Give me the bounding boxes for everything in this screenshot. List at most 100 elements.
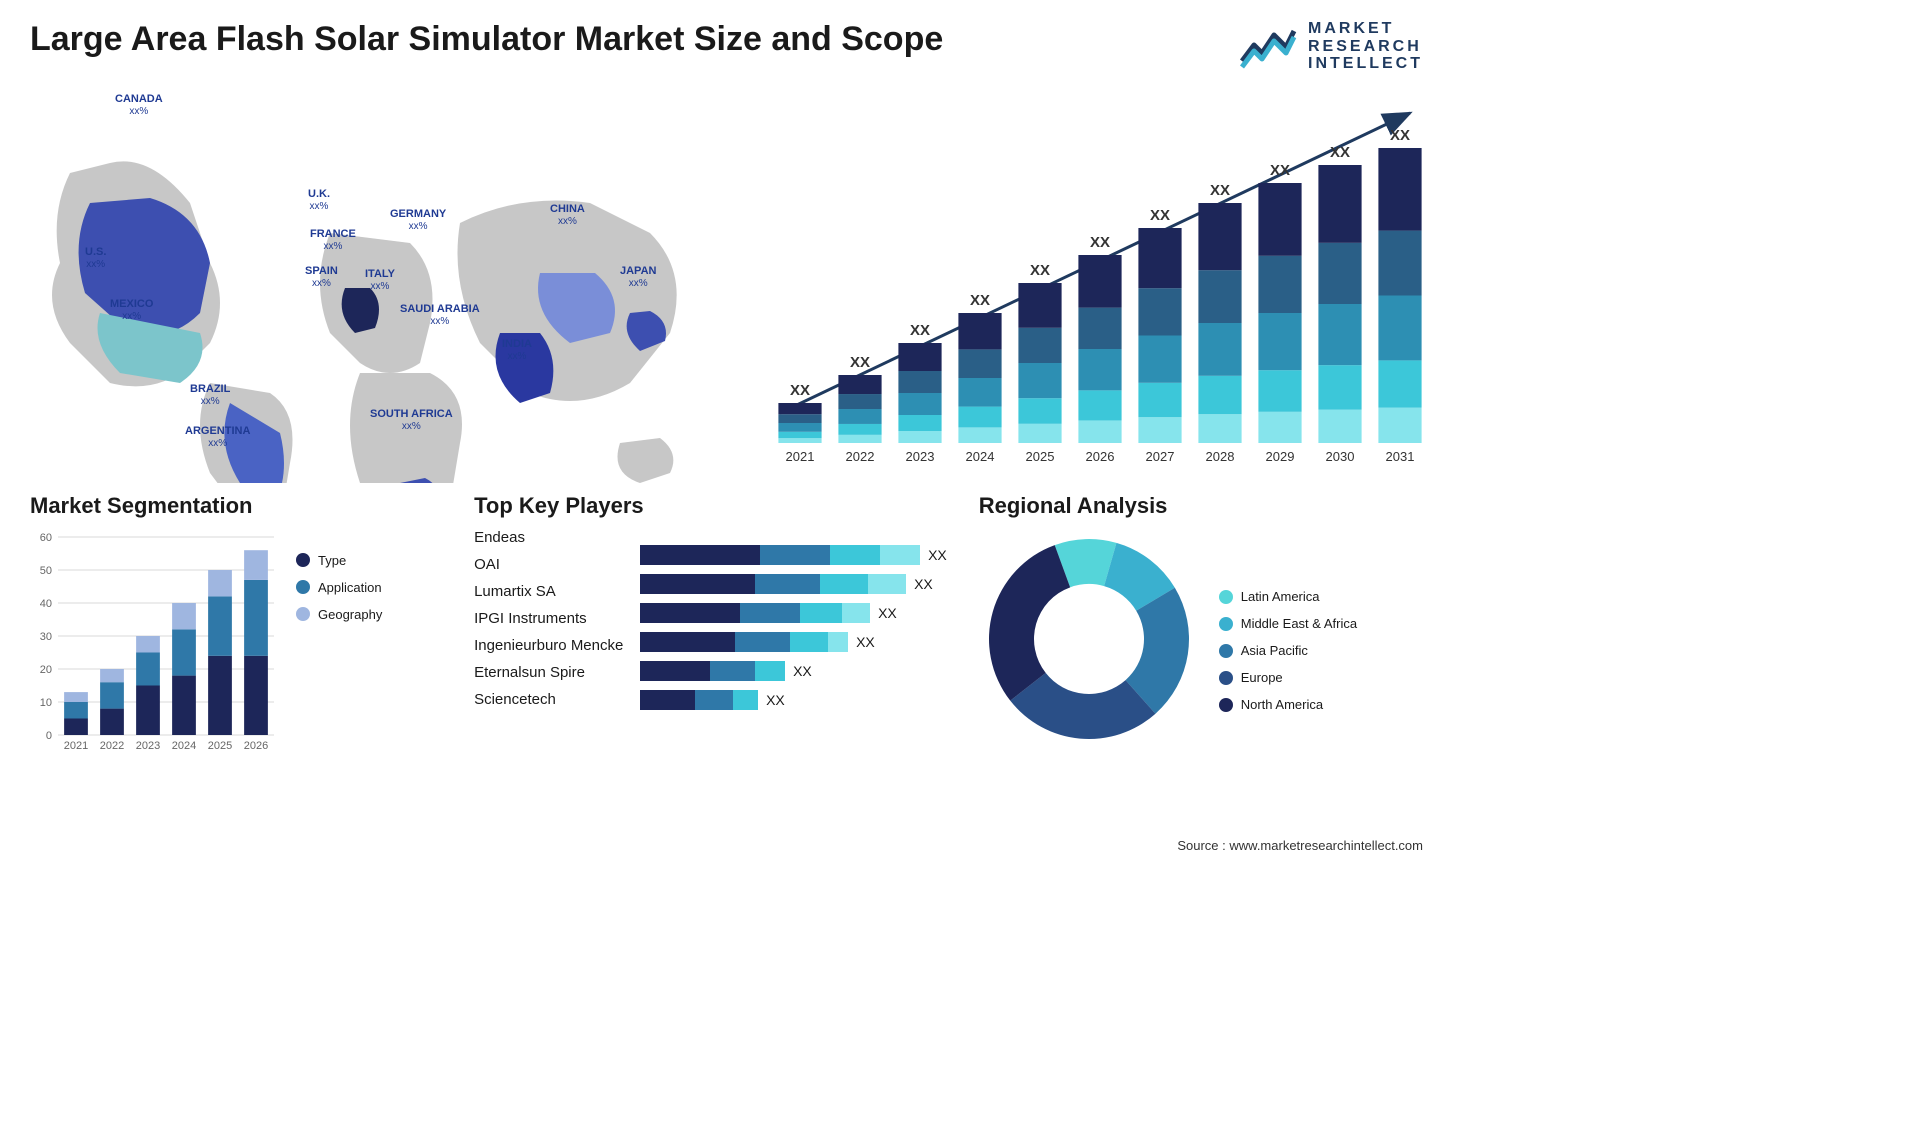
legend-label: Geography <box>318 607 382 622</box>
player-value-label: XX <box>793 663 812 679</box>
growth-bar-seg <box>958 406 1001 427</box>
seg-bar-seg <box>136 652 160 685</box>
player-bar-seg <box>640 545 760 565</box>
growth-bar-seg <box>778 438 821 443</box>
growth-year-label: 2022 <box>846 449 875 464</box>
growth-value-label: XX <box>1330 144 1350 161</box>
seg-year-label: 2021 <box>64 740 88 752</box>
player-bar <box>640 661 785 681</box>
growth-bar-seg <box>778 403 821 414</box>
legend-row: Europe <box>1219 670 1357 685</box>
source-attribution: Source : www.marketresearchintellect.com <box>1177 838 1423 853</box>
regional-legend: Latin America Middle East & Africa Asia Pa… <box>1219 565 1357 712</box>
world-map: CANADAxx%U.S.xx%MEXICOxx%BRAZILxx%ARGENT… <box>30 83 730 483</box>
map-label: JAPANxx% <box>620 265 656 290</box>
players-title: Top Key Players <box>474 493 959 519</box>
legend-label: Asia Pacific <box>1241 643 1308 658</box>
growth-value-label: XX <box>790 382 810 399</box>
growth-bar-seg <box>898 431 941 443</box>
growth-bar-seg <box>898 371 941 393</box>
seg-bar-seg <box>100 682 124 708</box>
player-bar-seg <box>760 545 830 565</box>
growth-bar-seg <box>958 349 1001 378</box>
growth-bar-seg <box>1198 376 1241 414</box>
y-tick: 30 <box>40 631 52 643</box>
growth-bar-seg <box>1138 417 1181 443</box>
donut-svg <box>979 529 1199 749</box>
logo-icon <box>1238 23 1298 69</box>
growth-bar-seg <box>1318 304 1361 365</box>
seg-bar-seg <box>172 629 196 675</box>
seg-bar-seg <box>64 718 88 735</box>
growth-year-label: 2026 <box>1086 449 1115 464</box>
legend-label: Type <box>318 553 346 568</box>
player-bar-row: XX <box>640 545 959 565</box>
segmentation-chart: 0102030405060202120222023202420252026 <box>30 529 280 759</box>
y-tick: 10 <box>40 697 52 709</box>
growth-bar-seg <box>1378 407 1421 442</box>
seg-bar-seg <box>136 636 160 653</box>
legend-swatch <box>1219 644 1233 658</box>
growth-bar-seg <box>1078 255 1121 308</box>
seg-year-label: 2022 <box>100 740 124 752</box>
growth-value-label: XX <box>1150 207 1170 224</box>
player-name: Lumartix SA <box>474 583 624 600</box>
legend-swatch <box>1219 671 1233 685</box>
growth-bar-seg <box>838 435 881 443</box>
player-value-label: XX <box>878 605 897 621</box>
seg-year-label: 2024 <box>172 740 196 752</box>
players-list: EndeasOAILumartix SAIPGI InstrumentsInge… <box>474 529 624 710</box>
player-bar-seg <box>640 603 740 623</box>
player-bar-row: XX <box>640 632 959 652</box>
logo-line3: INTELLECT <box>1308 55 1423 73</box>
growth-bar-seg <box>1198 414 1241 443</box>
y-tick: 20 <box>40 664 52 676</box>
growth-bar-seg <box>958 427 1001 443</box>
player-bar-seg <box>880 545 920 565</box>
map-label: GERMANYxx% <box>390 208 446 233</box>
y-tick: 50 <box>40 565 52 577</box>
map-label: BRAZILxx% <box>190 383 230 408</box>
growth-bar-seg <box>1018 283 1061 328</box>
growth-bar-seg <box>1078 349 1121 390</box>
player-bar-seg <box>733 690 758 710</box>
player-bar-seg <box>790 632 828 652</box>
map-label: INDIAxx% <box>502 338 532 363</box>
player-bar-seg <box>830 545 880 565</box>
player-bar-seg <box>800 603 842 623</box>
growth-bar-seg <box>958 313 1001 349</box>
legend-row: Geography <box>296 607 382 622</box>
growth-bar-seg <box>1378 295 1421 360</box>
player-bar-seg <box>735 632 790 652</box>
donut-slice <box>989 545 1070 701</box>
seg-bar-seg <box>172 675 196 734</box>
growth-bar-seg <box>1318 365 1361 409</box>
growth-bar-seg <box>1078 307 1121 348</box>
seg-bar-seg <box>64 692 88 702</box>
growth-bar-seg <box>898 393 941 415</box>
player-bar-seg <box>755 661 785 681</box>
player-name: Eternalsun Spire <box>474 664 624 681</box>
regional-donut <box>979 529 1199 749</box>
player-bar-row: XX <box>640 603 959 623</box>
seg-bar-seg <box>244 656 268 735</box>
seg-bar-seg <box>136 685 160 735</box>
map-label: ITALYxx% <box>365 268 395 293</box>
regional-title: Regional Analysis <box>979 493 1423 519</box>
segmentation-title: Market Segmentation <box>30 493 454 519</box>
player-value-label: XX <box>766 692 785 708</box>
legend-label: Middle East & Africa <box>1241 616 1357 631</box>
growth-bar-seg <box>1378 230 1421 295</box>
growth-bar-seg <box>1198 270 1241 323</box>
growth-bar-seg <box>1258 412 1301 443</box>
growth-value-label: XX <box>1030 262 1050 279</box>
page-title: Large Area Flash Solar Simulator Market … <box>30 20 943 59</box>
map-label: ARGENTINAxx% <box>185 425 250 450</box>
player-name: IPGI Instruments <box>474 610 624 627</box>
growth-bar-seg <box>1078 390 1121 420</box>
legend-swatch <box>296 607 310 621</box>
legend-row: Latin America <box>1219 589 1357 604</box>
player-bar-seg <box>820 574 868 594</box>
growth-value-label: XX <box>850 354 870 371</box>
legend-row: Asia Pacific <box>1219 643 1357 658</box>
